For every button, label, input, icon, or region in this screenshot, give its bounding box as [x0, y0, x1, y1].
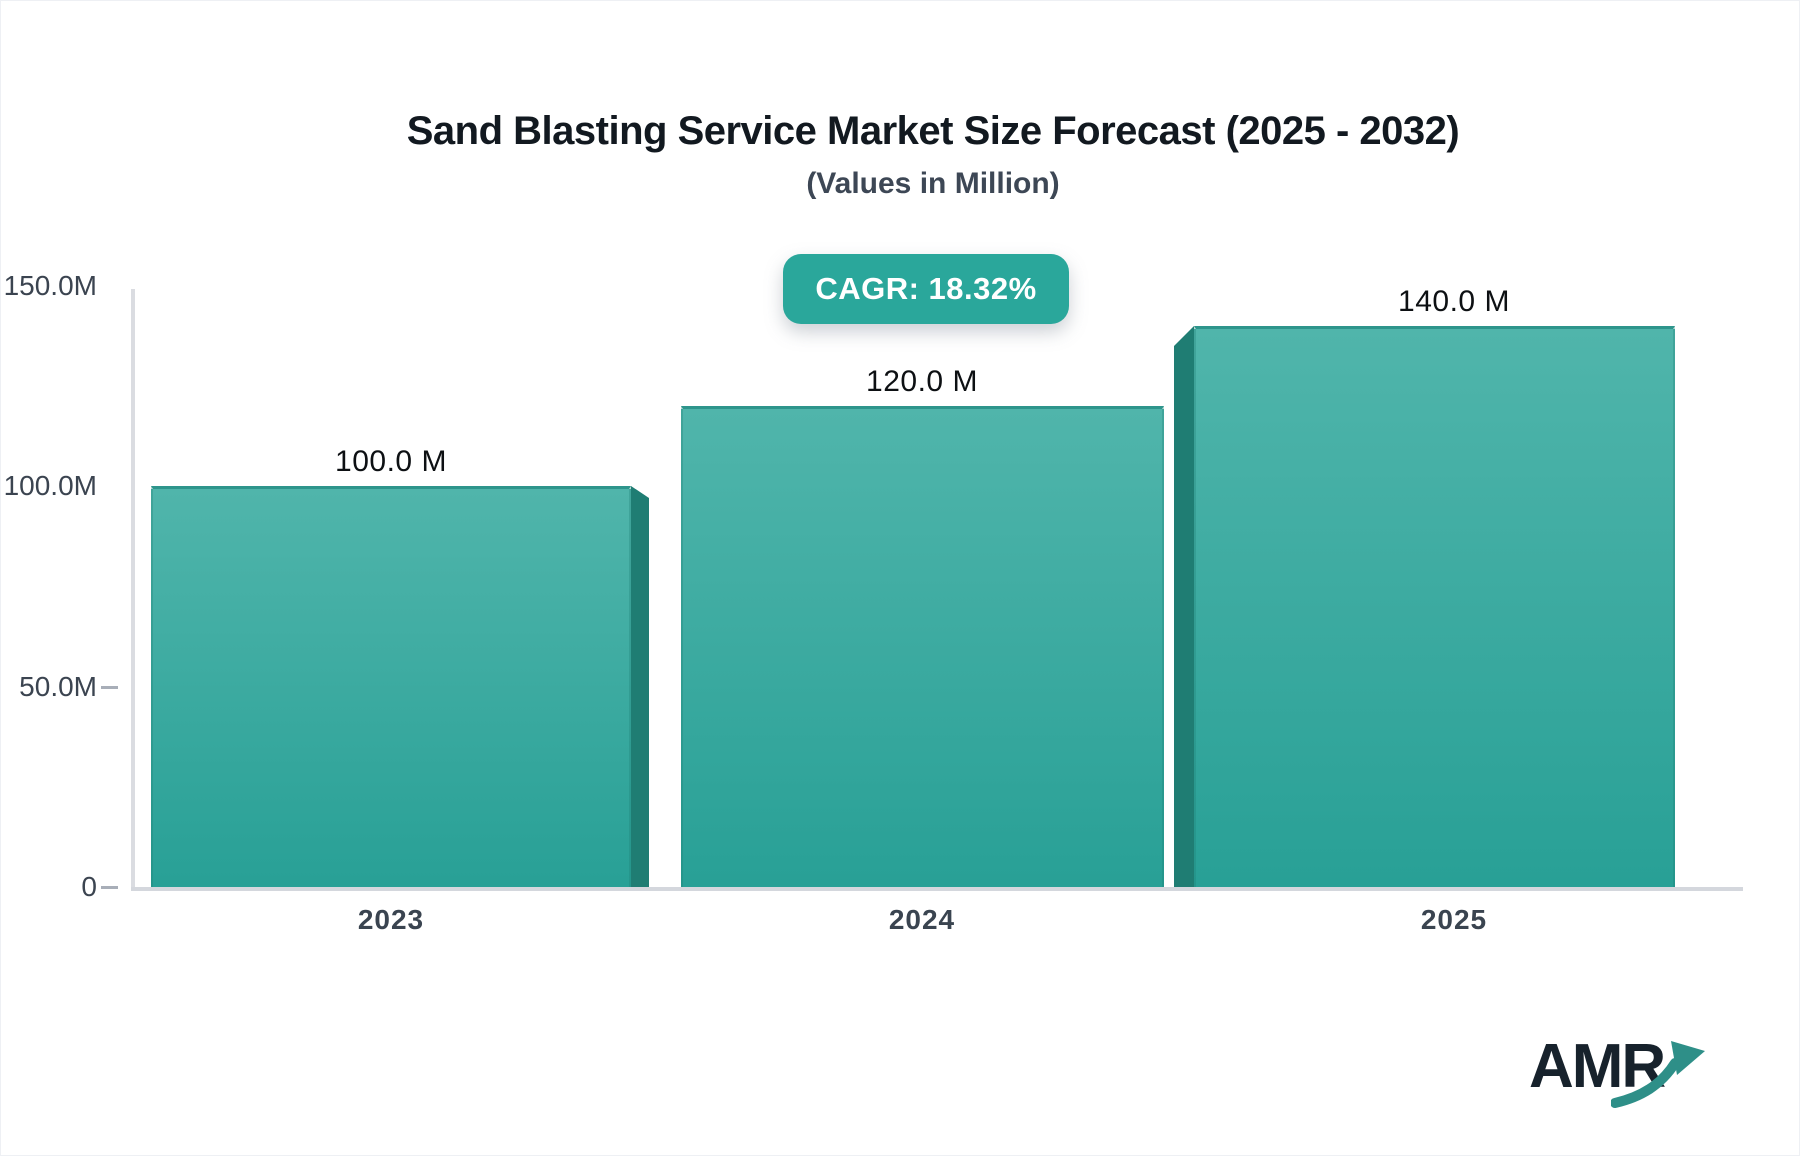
cagr-badge: CAGR: 18.32% — [783, 254, 1069, 324]
bar-3d-side-2025 — [1174, 326, 1194, 887]
bar-value-label-2023: 100.0 M — [335, 445, 447, 478]
chart-subtitle: (Values in Million) — [806, 167, 1060, 200]
x-tick-label-2025: 2025 — [1420, 904, 1488, 935]
bar-2025[interactable] — [1194, 326, 1675, 887]
bar-value-label-2024: 120.0 M — [866, 365, 978, 398]
y-tick-label-150.0M: 150.0M — [3, 270, 97, 301]
growth-arrow-icon — [1611, 1041, 1705, 1108]
bar-3d-side-2023 — [631, 486, 649, 887]
y-tick-label-100.0M: 100.0M — [3, 470, 97, 501]
x-tick-label-2023: 2023 — [357, 904, 425, 935]
bar-value-label-2025: 140.0 M — [1398, 285, 1510, 318]
y-tick-label-0: 0 — [81, 871, 97, 902]
brand-logo: AMR — [1529, 1029, 1719, 1115]
y-tick-label-50.0M: 50.0M — [19, 671, 97, 702]
bar-2023[interactable] — [151, 486, 631, 887]
y-tick-dash — [101, 886, 118, 889]
y-axis-line — [131, 289, 135, 887]
x-axis-baseline — [131, 887, 1743, 891]
bar-2024[interactable] — [681, 406, 1164, 887]
chart-title: Sand Blasting Service Market Size Foreca… — [406, 109, 1460, 153]
y-tick-dash — [101, 686, 118, 689]
x-tick-label-2024: 2024 — [888, 904, 956, 935]
